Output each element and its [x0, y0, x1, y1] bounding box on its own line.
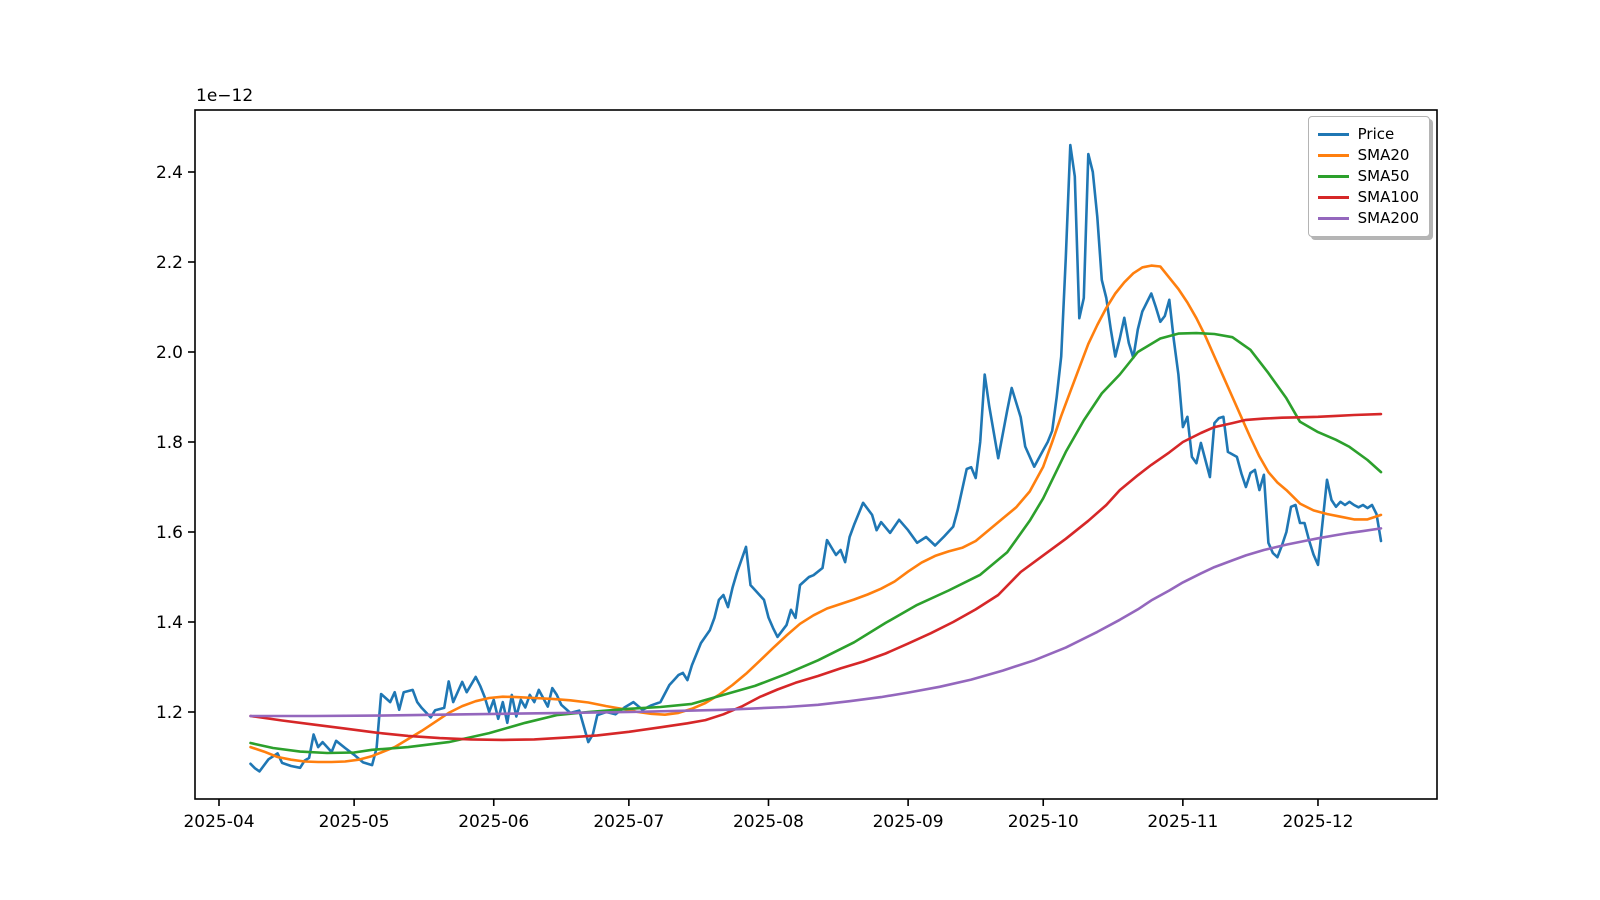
legend-item-sma20: SMA20: [1317, 145, 1419, 166]
y-tick-label: 1.8: [156, 433, 183, 453]
legend-line-swatch-sma100: [1317, 196, 1349, 199]
legend-item-sma50: SMA50: [1317, 166, 1419, 187]
legend: Price SMA20 SMA50 SMA100 SMA200: [1307, 116, 1430, 237]
series-line-sma200: [249, 527, 1383, 718]
legend-label-sma20: SMA20: [1357, 146, 1410, 164]
x-tick-label: 2025-04: [183, 812, 254, 832]
legend-line-swatch-sma50: [1317, 175, 1349, 178]
y-tick-label: 1.6: [156, 523, 183, 543]
y-axis-offset-label: 1e−12: [196, 86, 254, 106]
series-line-sma50: [249, 331, 1383, 755]
series-line-price: [249, 143, 1383, 773]
x-tick-label: 2025-12: [1282, 812, 1353, 832]
y-tick-label: 2.2: [156, 253, 183, 273]
x-tick-label: 2025-08: [733, 812, 804, 832]
x-tick-label: 2025-10: [1008, 812, 1079, 832]
legend-label-price: Price: [1357, 125, 1395, 143]
y-tick-label: 1.4: [156, 613, 183, 633]
x-tick-label: 2025-07: [593, 812, 664, 832]
y-tick-label: 2.4: [156, 163, 183, 183]
series-line-sma100: [249, 412, 1383, 742]
x-tick-label: 2025-09: [873, 812, 944, 832]
legend-label-sma50: SMA50: [1357, 167, 1410, 185]
legend-label-sma100: SMA100: [1357, 188, 1419, 206]
x-tick-label: 2025-06: [458, 812, 529, 832]
legend-item-sma100: SMA100: [1317, 187, 1419, 208]
series-line-sma20: [249, 264, 1383, 764]
x-tick-label: 2025-05: [319, 812, 390, 832]
legend-label-sma200: SMA200: [1357, 209, 1419, 227]
legend-line-swatch-sma20: [1317, 154, 1349, 157]
x-tick-label: 2025-11: [1147, 812, 1218, 832]
y-tick-label: 2.0: [156, 343, 183, 363]
legend-item-sma200: SMA200: [1317, 208, 1419, 229]
legend-item-price: Price: [1317, 124, 1419, 145]
y-tick-label: 1.2: [156, 703, 183, 723]
legend-line-swatch-price: [1317, 133, 1349, 136]
legend-line-swatch-sma200: [1317, 217, 1349, 220]
